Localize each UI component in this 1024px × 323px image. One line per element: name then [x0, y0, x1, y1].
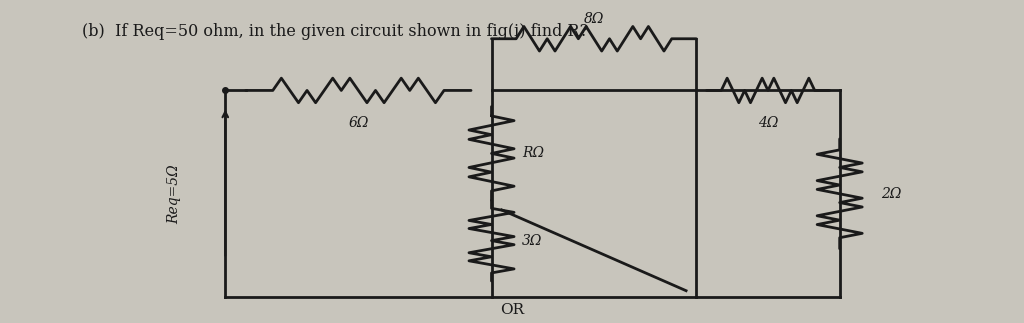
Text: 4Ω: 4Ω	[758, 116, 778, 130]
Text: 6Ω: 6Ω	[348, 116, 369, 130]
Text: OR: OR	[500, 303, 524, 317]
Text: (b)  If Req=50 ohm, in the given circuit shown in fig(i) find R?: (b) If Req=50 ohm, in the given circuit …	[82, 23, 588, 40]
Text: RΩ: RΩ	[522, 146, 544, 161]
Text: 8Ω: 8Ω	[584, 12, 604, 26]
Text: 2Ω: 2Ω	[881, 187, 901, 201]
Text: 3Ω: 3Ω	[522, 234, 543, 248]
Text: Req=5Ω: Req=5Ω	[167, 164, 181, 224]
